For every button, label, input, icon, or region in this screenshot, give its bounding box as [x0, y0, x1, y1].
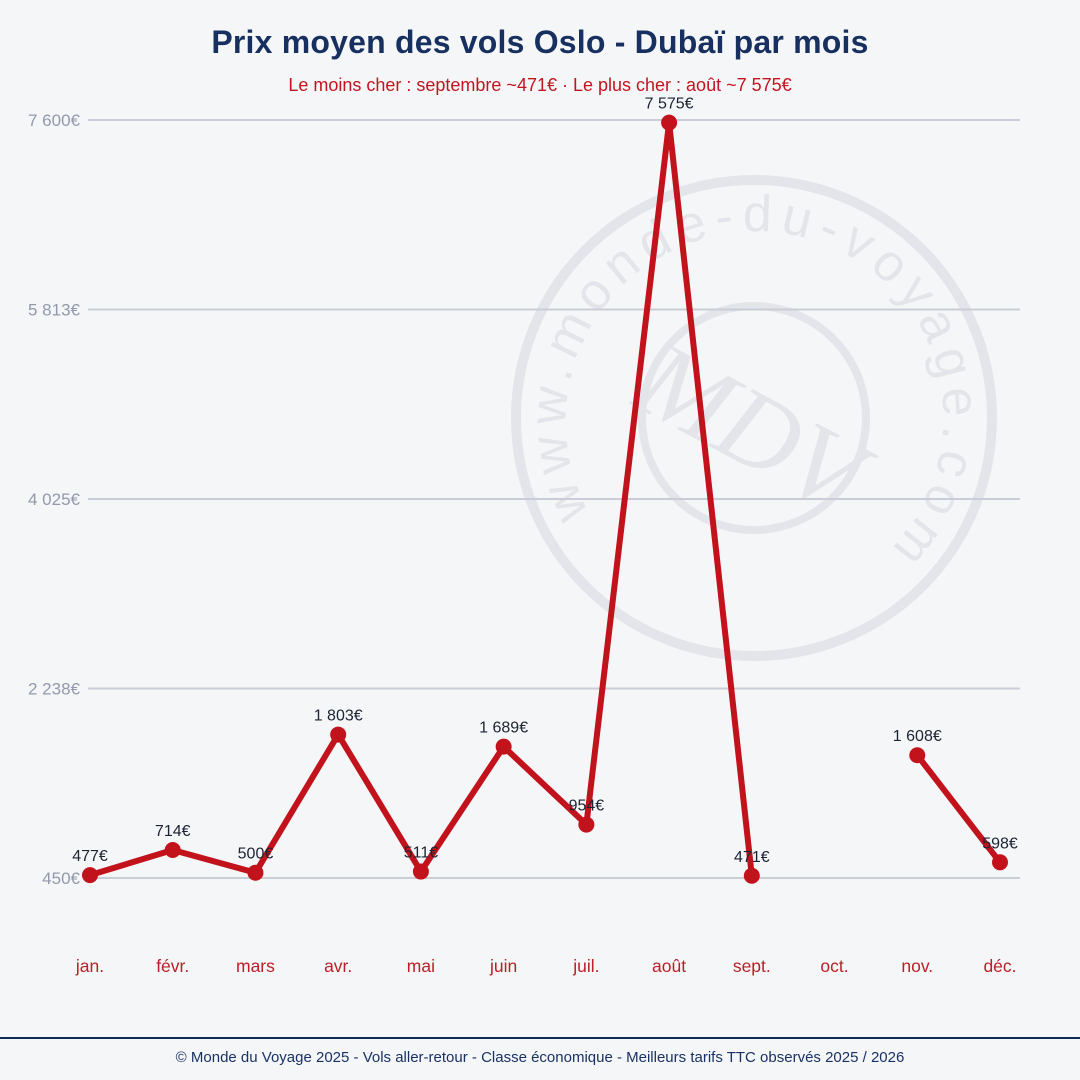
x-tick-label: jan. [75, 956, 104, 976]
price-line-segment [914, 752, 1004, 866]
footer-credit: © Monde du Voyage 2025 - Vols aller-reto… [175, 1049, 905, 1066]
data-point [247, 864, 264, 881]
x-tick-label: févr. [156, 956, 189, 976]
y-tick-label: 4 025€ [28, 490, 81, 509]
x-tick-label: mars [236, 956, 275, 976]
data-point [992, 854, 1009, 871]
data-point-label: 7 575€ [645, 96, 694, 113]
data-point-label: 471€ [734, 849, 770, 866]
data-point [661, 114, 678, 131]
data-point [495, 738, 512, 755]
watermark-outer-ring [511, 175, 997, 661]
x-tick-label: nov. [901, 956, 933, 976]
watermark-center-text: MDV [617, 319, 891, 540]
x-tick-label: août [652, 956, 686, 976]
data-point-label: 500€ [238, 846, 274, 863]
data-point [578, 816, 595, 833]
data-point-label: 1 689€ [479, 720, 528, 737]
x-tick-label: oct. [820, 956, 848, 976]
data-point-label: 1 608€ [893, 728, 942, 745]
y-tick-label: 5 813€ [28, 300, 81, 319]
footer-divider [0, 1037, 1080, 1039]
data-point [330, 726, 347, 743]
x-tick-label: juin [489, 956, 517, 976]
data-point-label: 714€ [155, 823, 191, 840]
y-tick-label: 450€ [42, 869, 80, 888]
data-point [909, 747, 926, 764]
data-point [82, 867, 98, 884]
data-point-label: 954€ [569, 798, 605, 815]
x-tick-label: juil. [572, 956, 599, 976]
data-point-label: 1 803€ [314, 708, 363, 725]
data-point [412, 863, 429, 880]
data-point [743, 867, 760, 884]
page-title: Prix moyen des vols Oslo - Dubaï par moi… [211, 24, 869, 60]
y-tick-label: 2 238€ [28, 679, 81, 698]
x-tick-label: mai [407, 956, 435, 976]
y-tick-label: 7 600€ [28, 111, 81, 130]
watermark-inner-ring [638, 302, 870, 534]
chart-subtitle: Le moins cher : septembre ~471€ · Le plu… [288, 75, 792, 95]
x-tick-label: déc. [983, 956, 1016, 976]
data-point-label: 477€ [72, 848, 108, 865]
data-point-label: 598€ [982, 835, 1018, 852]
x-tick-label: sept. [733, 956, 771, 976]
data-point [164, 842, 181, 859]
x-tick-label: avr. [324, 956, 352, 976]
data-point-label: 511€ [404, 845, 439, 862]
